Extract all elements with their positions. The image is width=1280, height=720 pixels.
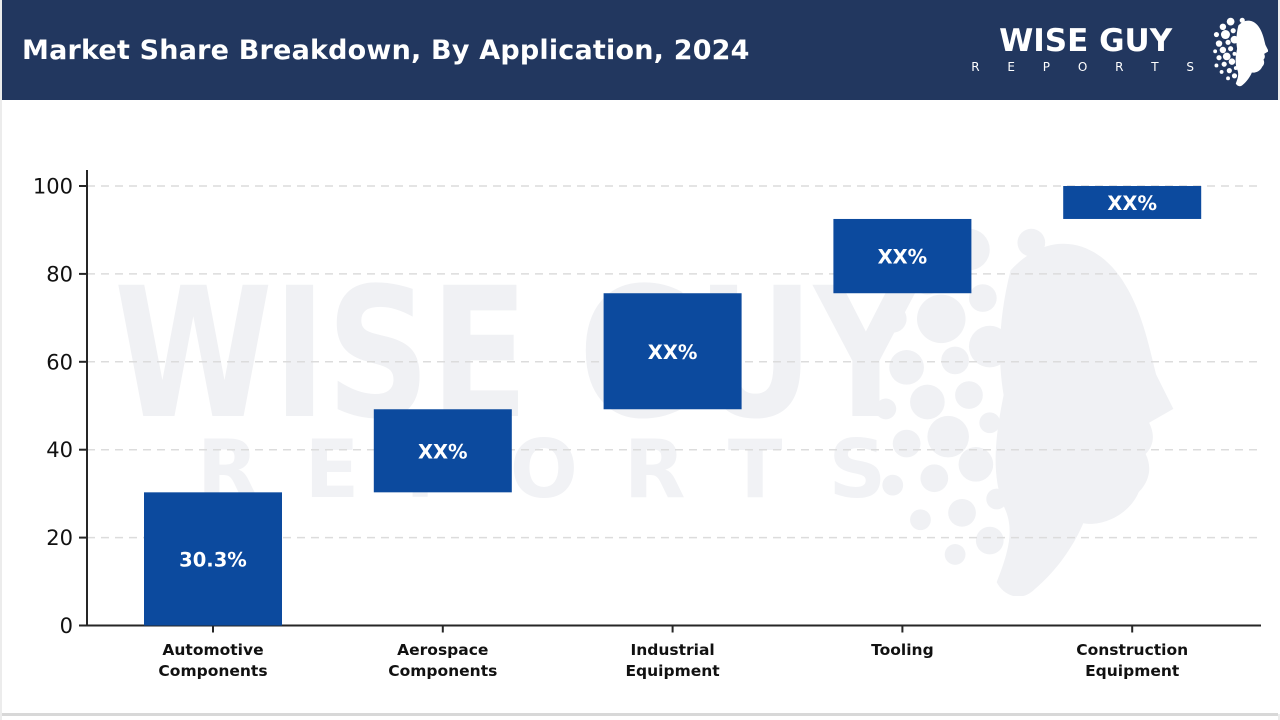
bar — [144, 492, 282, 626]
brand-subtitle: R E P O R T S — [971, 60, 1206, 74]
bar-value-label: XX% — [1107, 192, 1157, 215]
bar — [833, 218, 972, 294]
page-title: Market Share Breakdown, By Application, … — [22, 34, 750, 66]
x-category-label: Aerospace Components — [388, 641, 497, 680]
brand-logo-text: WISE GUY R E P O R T S — [965, 23, 1206, 75]
x-category-label: Construction Equipment — [1076, 641, 1188, 680]
bottom-border — [2, 713, 1278, 716]
brand-logo: WISE GUY R E P O R T S — [965, 0, 1268, 100]
bar — [603, 293, 742, 410]
y-tick-label: 0 — [60, 614, 73, 638]
bar — [373, 409, 512, 493]
bar-value-label: 30.3% — [179, 548, 247, 571]
bar — [1063, 186, 1202, 219]
y-tick-label: 20 — [46, 526, 73, 550]
y-tick-label: 60 — [46, 350, 73, 374]
y-tick-label: 40 — [46, 438, 73, 462]
y-tick-label: 80 — [46, 262, 73, 286]
brand-name: WISE GUY — [999, 23, 1173, 59]
bar-value-label: XX% — [418, 440, 468, 463]
brand-face-icon — [1213, 17, 1268, 87]
bar-value-label: XX% — [878, 246, 928, 269]
y-tick-label: 100 — [33, 175, 73, 199]
header: Market Share Breakdown, By Application, … — [2, 0, 1278, 100]
plot-canvas: 0 20 40 60 80 100 30.3% Automotive Components XX%… — [33, 170, 1261, 680]
x-category-label: Industrial Equipment — [625, 641, 720, 680]
bar-value-label: XX% — [648, 341, 698, 364]
x-category-label: Tooling — [871, 641, 934, 659]
chart: WISE GUY REPORTS 0 20 40 60 80 100 30.3% Automo… — [2, 100, 1280, 714]
x-category-label: Automotive Components — [158, 641, 267, 680]
